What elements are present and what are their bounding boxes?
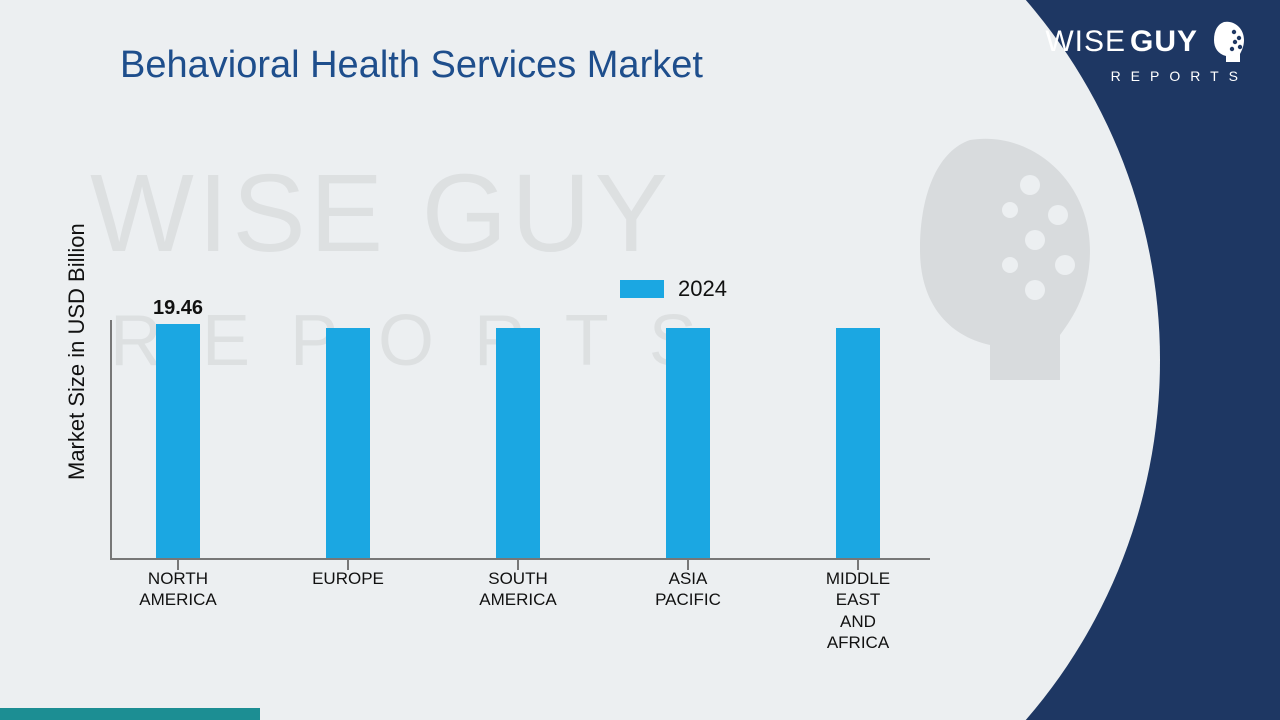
- category-label: EUROPE: [278, 568, 418, 589]
- y-axis-line: [110, 320, 112, 560]
- bar-chart: 19.46NORTHAMERICAEUROPESOUTHAMERICAASIAP…: [110, 320, 950, 560]
- logo-word-2: GUY: [1130, 25, 1198, 59]
- bottom-accent-strip: [0, 708, 260, 720]
- category-label: MIDDLEEASTANDAFRICA: [788, 568, 928, 653]
- x-axis-line: [110, 558, 930, 560]
- category-label: ASIAPACIFIC: [618, 568, 758, 611]
- chart-title: Behavioral Health Services Market: [120, 44, 703, 87]
- bar: [156, 324, 200, 558]
- bar: [496, 328, 540, 558]
- logo-word-1: WISE: [1045, 25, 1126, 59]
- logo-head-icon: [1204, 18, 1252, 66]
- logo-subtext: REPORTS: [1045, 68, 1248, 84]
- brand-logo: WISE GUY REPORTS: [1045, 18, 1252, 84]
- legend: 2024: [620, 276, 727, 302]
- bar: [666, 328, 710, 558]
- category-label: NORTHAMERICA: [108, 568, 248, 611]
- legend-swatch: [620, 280, 664, 298]
- y-axis-label: Market Size in USD Billion: [64, 223, 90, 480]
- bar: [326, 328, 370, 558]
- chart-stage: WISE GUY REPORTS WISE GUY REPORTS: [0, 0, 1280, 720]
- bar-value-label: 19.46: [128, 297, 228, 320]
- legend-label: 2024: [678, 276, 727, 302]
- category-label: SOUTHAMERICA: [448, 568, 588, 611]
- bar: [836, 328, 880, 558]
